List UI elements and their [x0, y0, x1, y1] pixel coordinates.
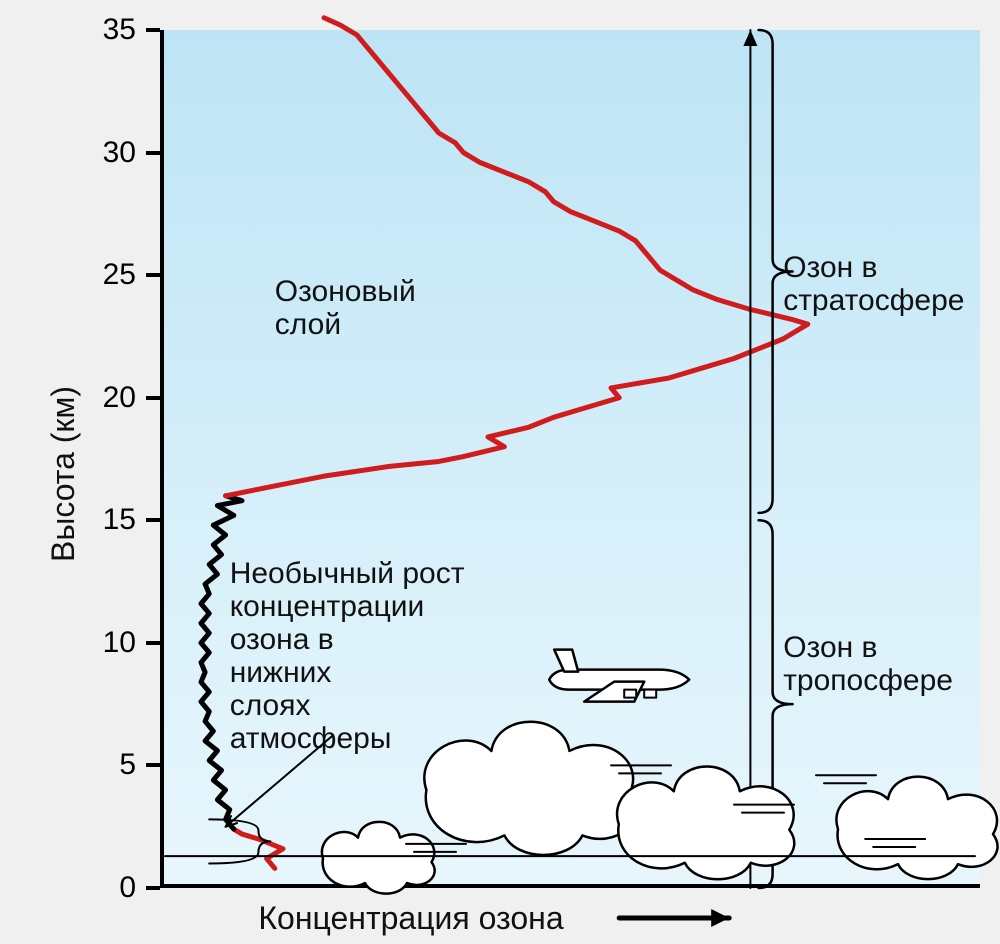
plot-area	[160, 30, 980, 888]
y-ticklabel: 5	[0, 748, 136, 782]
y-ticklabel: 0	[0, 871, 136, 905]
y-tick	[146, 273, 160, 277]
annot-stratosphere: Озон в стратосфере	[783, 251, 964, 317]
y-ticklabel: 15	[0, 503, 136, 537]
y-tick	[146, 763, 160, 767]
y-ticklabel: 30	[0, 136, 136, 170]
x-axis-label: Концентрация озона	[258, 900, 563, 937]
y-tick	[146, 518, 160, 522]
y-ticklabel: 20	[0, 381, 136, 415]
annot-unusual: Необычный рост концентрации озона в нижн…	[230, 557, 465, 755]
y-tick	[146, 396, 160, 400]
x-axis-label-text: Концентрация озона	[258, 900, 563, 936]
y-tick	[146, 28, 160, 32]
y-ticklabel: 25	[0, 258, 136, 292]
y-tick	[146, 641, 160, 645]
y-ticklabel: 35	[0, 13, 136, 47]
annot-ozone-layer: Озоновый слой	[275, 275, 416, 341]
y-tick	[146, 151, 160, 155]
annot-troposphere: Озон в тропосфере	[783, 631, 953, 697]
y-ticklabel: 10	[0, 626, 136, 660]
page: Высота (км) Концентрация озона Озоновый …	[0, 0, 1000, 944]
y-tick	[146, 886, 160, 890]
